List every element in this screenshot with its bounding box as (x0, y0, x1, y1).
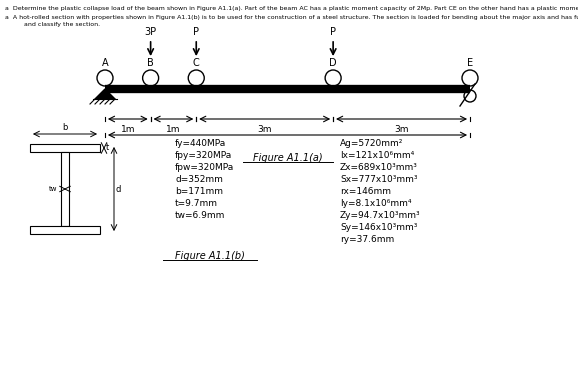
Text: Ix=121x10⁶mm⁴: Ix=121x10⁶mm⁴ (340, 151, 414, 160)
Text: Sy=146x10³mm³: Sy=146x10³mm³ (340, 223, 417, 232)
Bar (30, 226, 100, 234)
Text: d: d (116, 184, 121, 194)
Text: 3m: 3m (257, 125, 272, 134)
Text: fpy=320MPa: fpy=320MPa (175, 151, 232, 160)
Polygon shape (95, 89, 115, 99)
Text: C: C (193, 58, 199, 68)
Text: t=9.7mm: t=9.7mm (175, 199, 218, 208)
Text: D: D (329, 58, 337, 68)
Text: b: b (62, 123, 68, 132)
Bar (61, 152, 69, 226)
Text: rx=146mm: rx=146mm (340, 187, 391, 196)
Text: tw: tw (49, 186, 57, 192)
Text: t: t (106, 144, 109, 152)
Text: and classify the section.: and classify the section. (18, 22, 100, 27)
Bar (30, 144, 100, 152)
Text: P: P (193, 27, 199, 37)
Text: Figure A1.1(b): Figure A1.1(b) (175, 251, 245, 261)
Text: 3P: 3P (144, 27, 157, 37)
Text: fpw=320MPa: fpw=320MPa (175, 163, 234, 172)
Text: 3m: 3m (394, 125, 409, 134)
Text: B: B (147, 58, 154, 68)
Text: A: A (102, 58, 108, 68)
Text: 1m: 1m (121, 125, 135, 134)
Text: P: P (330, 27, 336, 37)
Text: d=352mm: d=352mm (175, 175, 223, 184)
Text: Zx=689x10³mm³: Zx=689x10³mm³ (340, 163, 418, 172)
Text: Sx=777x10³mm³: Sx=777x10³mm³ (340, 175, 417, 184)
Text: Figure A1.1(a): Figure A1.1(a) (253, 153, 323, 163)
Text: fy=440MPa: fy=440MPa (175, 139, 226, 148)
Text: 1m: 1m (166, 125, 181, 134)
Text: tw=6.9mm: tw=6.9mm (175, 211, 225, 220)
Text: Zy=94.7x10³mm³: Zy=94.7x10³mm³ (340, 211, 421, 220)
Text: E: E (467, 58, 473, 68)
Text: a  A hot-rolled section with properties shown in Figure A1.1(b) is to be used fo: a A hot-rolled section with properties s… (5, 14, 578, 20)
Text: ry=37.6mm: ry=37.6mm (340, 235, 394, 244)
Text: Ag=5720mm²: Ag=5720mm² (340, 139, 403, 148)
Text: b=171mm: b=171mm (175, 187, 223, 196)
Text: Iy=8.1x10⁶mm⁴: Iy=8.1x10⁶mm⁴ (340, 199, 412, 208)
Text: a  Determine the plastic collapse load of the beam shown in Figure A1.1(a). Part: a Determine the plastic collapse load of… (5, 6, 578, 11)
